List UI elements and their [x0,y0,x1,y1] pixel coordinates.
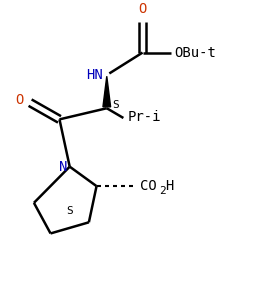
Text: O: O [15,93,24,107]
Text: CO: CO [140,179,157,193]
Text: 2: 2 [159,186,166,196]
Text: H: H [165,179,173,193]
Text: Pr-i: Pr-i [127,110,161,124]
Polygon shape [103,76,111,107]
Text: OBu-t: OBu-t [175,46,216,60]
Text: S: S [112,100,119,110]
Text: N: N [59,160,67,174]
Text: O: O [138,2,147,16]
Text: S: S [66,206,73,216]
Text: HN: HN [86,68,103,82]
